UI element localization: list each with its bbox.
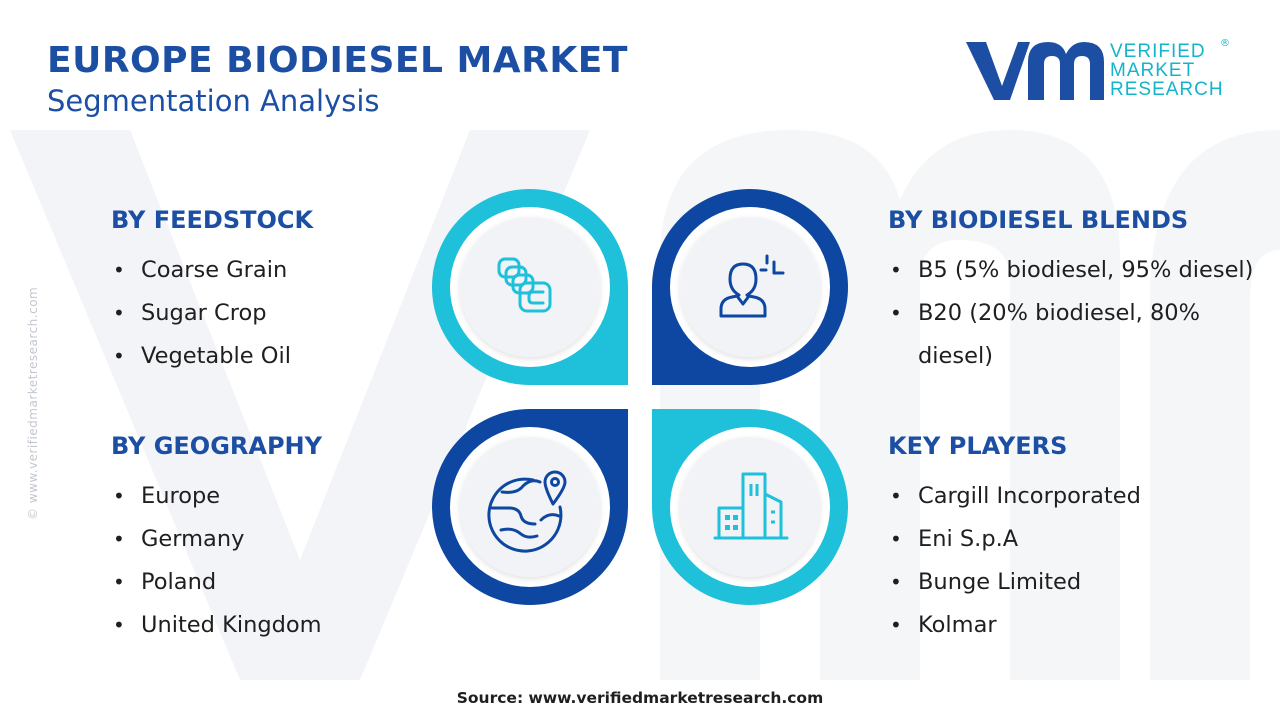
list-item: B5 (5% biodiesel, 95% diesel) [888,249,1273,292]
blends-list: B5 (5% biodiesel, 95% diesel) B20 (20% b… [888,249,1273,378]
logo-line-verified: VERIFIED [1110,41,1206,62]
list-item: Sugar Crop [111,292,431,335]
list-item: Europe [111,475,431,518]
section-key-players: KEY PLAYERS Cargill Incorporated Eni S.p… [888,431,1273,647]
section-heading: BY BIODIESEL BLENDS [888,206,1189,234]
section-heading: BY FEEDSTOCK [111,206,314,234]
person-analytics-icon [719,254,785,318]
players-list: Cargill Incorporated Eni S.p.A Bunge Lim… [888,475,1273,647]
list-item: B20 (20% biodiesel, 80% diesel) [888,292,1273,378]
section-heading: BY GEOGRAPHY [111,432,323,460]
list-item: Eni S.p.A [888,518,1273,561]
petal-feedstock [432,189,628,385]
page-subtitle: Segmentation Analysis [47,84,380,118]
vmr-logo-mark [966,42,1104,100]
list-item: Cargill Incorporated [888,475,1273,518]
list-item: Bunge Limited [888,561,1273,604]
registered-mark: ® [1220,38,1230,49]
logo-line-research: RESEARCH [1110,79,1224,100]
vmr-logo-text: VERIFIED MARKET RESEARCH [1110,42,1240,99]
city-buildings-icon [713,472,789,540]
geography-list: Europe Germany Poland United Kingdom [111,475,431,647]
section-by-biodiesel-blends: BY BIODIESEL BLENDS B5 (5% biodiesel, 95… [888,205,1273,378]
side-watermark-url: © www.verifiedmarketresearch.com [26,286,40,520]
globe-location-icon [487,470,567,553]
stacked-blocks-icon [497,257,552,313]
segmentation-hub [432,189,848,605]
section-heading: KEY PLAYERS [888,432,1068,460]
feedstock-list: Coarse Grain Sugar Crop Vegetable Oil [111,249,431,378]
section-by-geography: BY GEOGRAPHY Europe Germany Poland Unite… [111,431,431,647]
petal-geography [432,409,628,605]
list-item: United Kingdom [111,604,431,647]
list-item: Poland [111,561,431,604]
list-item: Kolmar [888,604,1273,647]
logo-line-market: MARKET [1110,60,1196,81]
list-item: Vegetable Oil [111,335,431,378]
list-item: Coarse Grain [111,249,431,292]
source-credit: Source: www.verifiedmarketresearch.com [456,689,824,707]
section-by-feedstock: BY FEEDSTOCK Coarse Grain Sugar Crop Veg… [111,205,431,378]
page-title: EUROPE BIODIESEL MARKET [47,40,628,81]
list-item: Germany [111,518,431,561]
petal-key-players [652,409,848,605]
petal-biodiesel-blends [652,189,848,385]
